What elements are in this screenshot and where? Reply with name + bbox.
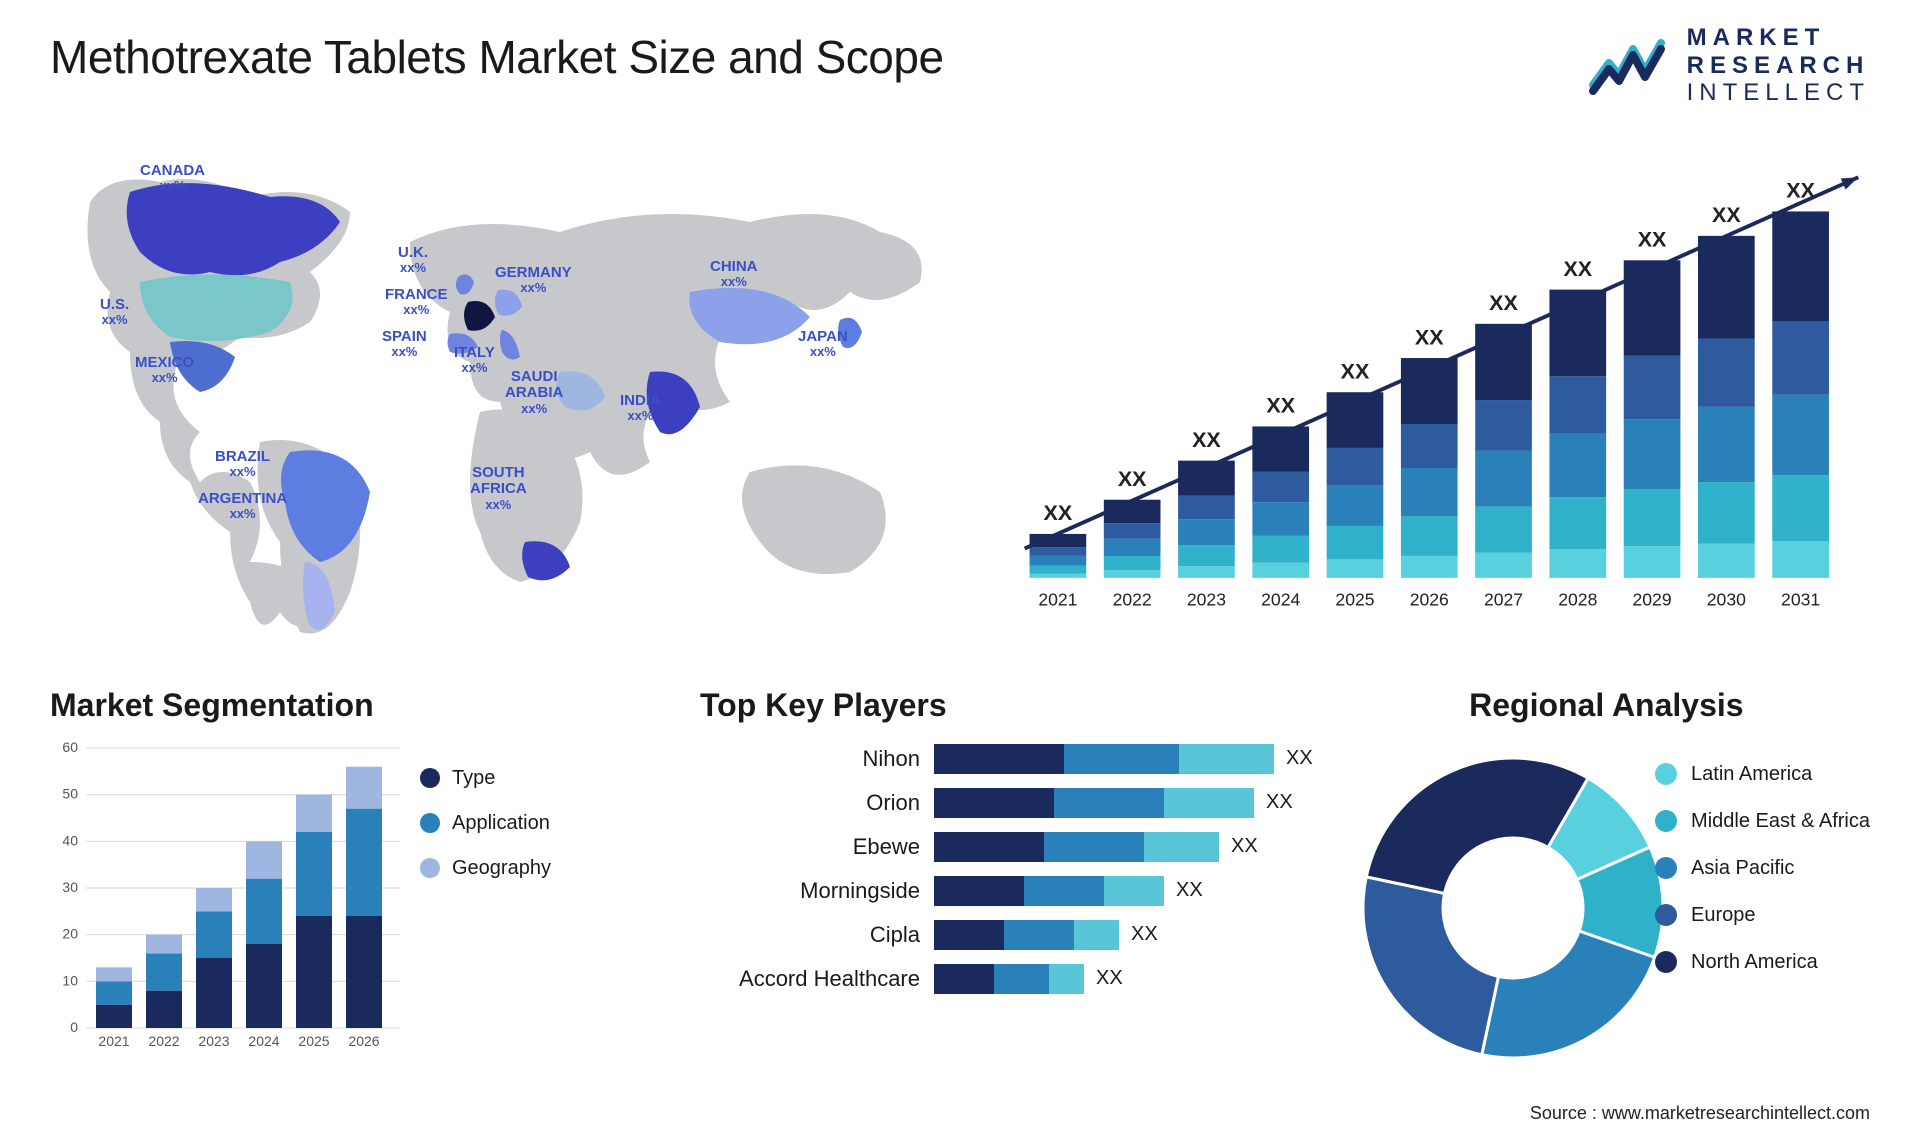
map-label: INDIAxx%	[620, 393, 661, 424]
map-label: CHINAxx%	[710, 259, 758, 290]
player-bar	[934, 788, 1254, 818]
player-value: XX	[1096, 967, 1123, 990]
growth-chart: XX 2021 XX 2022 XX 2023 XX 2024 XX 2025 XX 2026 XX 20…	[1010, 137, 1870, 667]
player-bar	[934, 964, 1084, 994]
svg-text:XX: XX	[1415, 325, 1444, 349]
svg-text:2025: 2025	[298, 1033, 329, 1049]
svg-text:2021: 2021	[1038, 589, 1077, 609]
player-value: XX	[1266, 791, 1293, 814]
map-label: SAUDIARABIAxx%	[505, 369, 563, 416]
players-title: Top Key Players	[700, 687, 1313, 724]
legend-item: Latin America	[1655, 763, 1870, 786]
player-name: Orion	[700, 790, 920, 816]
player-row: Accord Healthcare XX	[700, 964, 1313, 994]
logo-mark-icon	[1589, 35, 1673, 95]
svg-text:60: 60	[62, 739, 78, 755]
player-row: Orion XX	[700, 788, 1313, 818]
player-row: Morningside XX	[700, 876, 1313, 906]
player-name: Cipla	[700, 922, 920, 948]
legend-item: Application	[420, 812, 551, 835]
player-row: Ebewe XX	[700, 832, 1313, 862]
player-name: Accord Healthcare	[700, 966, 920, 992]
player-bar	[934, 920, 1119, 950]
svg-text:XX: XX	[1712, 203, 1741, 227]
map-label: ITALYxx%	[454, 345, 495, 376]
svg-text:XX: XX	[1044, 501, 1073, 525]
svg-text:XX: XX	[1563, 257, 1592, 281]
segmentation-title: Market Segmentation	[50, 687, 670, 724]
player-row: Nihon XX	[700, 744, 1313, 774]
svg-text:50: 50	[62, 785, 78, 801]
player-row: Cipla XX	[700, 920, 1313, 950]
svg-text:2031: 2031	[1781, 589, 1820, 609]
logo-text-2: RESEARCH	[1687, 52, 1870, 80]
regional-panel: Regional Analysis Latin America Middle Ea…	[1343, 687, 1870, 1107]
player-value: XX	[1131, 923, 1158, 946]
map-label: BRAZILxx%	[215, 449, 270, 480]
logo-text-3: INTELLECT	[1687, 79, 1870, 107]
svg-text:2025: 2025	[1335, 589, 1374, 609]
svg-text:2023: 2023	[198, 1033, 229, 1049]
svg-text:2030: 2030	[1707, 589, 1746, 609]
player-name: Ebewe	[700, 834, 920, 860]
page-title: Methotrexate Tablets Market Size and Sco…	[50, 30, 944, 84]
svg-text:2024: 2024	[1261, 589, 1300, 609]
svg-text:2029: 2029	[1633, 589, 1672, 609]
svg-text:10: 10	[62, 972, 78, 988]
map-label: U.K.xx%	[398, 245, 428, 276]
player-bar	[934, 744, 1274, 774]
svg-text:2022: 2022	[148, 1033, 179, 1049]
map-label: U.S.xx%	[100, 297, 129, 328]
player-value: XX	[1176, 879, 1203, 902]
map-label: SOUTHAFRICAxx%	[470, 465, 527, 512]
svg-text:2023: 2023	[1187, 589, 1226, 609]
player-value: XX	[1231, 835, 1258, 858]
svg-text:XX: XX	[1192, 428, 1221, 452]
map-label: GERMANYxx%	[495, 265, 572, 296]
svg-text:40: 40	[62, 832, 78, 848]
segmentation-panel: Market Segmentation 0 10 20 30 40 50 60 2021 202…	[50, 687, 670, 1107]
svg-text:XX: XX	[1341, 359, 1370, 383]
map-label: MEXICOxx%	[135, 355, 194, 386]
svg-text:20: 20	[62, 925, 78, 941]
player-bar	[934, 832, 1219, 862]
legend-item: Type	[420, 767, 551, 790]
svg-text:2024: 2024	[248, 1033, 279, 1049]
svg-text:XX: XX	[1266, 394, 1295, 418]
svg-text:0: 0	[70, 1019, 78, 1035]
legend-item: Europe	[1655, 904, 1870, 927]
map-label: ARGENTINAxx%	[198, 491, 287, 522]
logo-text-1: MARKET	[1687, 24, 1870, 52]
svg-text:2028: 2028	[1558, 589, 1597, 609]
legend-item: Geography	[420, 857, 551, 880]
legend-item: North America	[1655, 951, 1870, 974]
map-label: SPAINxx%	[382, 329, 427, 360]
players-panel: Top Key Players NihonXXOrionXXEbeweXXMor…	[700, 687, 1313, 1107]
player-value: XX	[1286, 747, 1313, 770]
player-bar	[934, 876, 1164, 906]
map-label: JAPANxx%	[798, 329, 848, 360]
player-name: Morningside	[700, 878, 920, 904]
regional-title: Regional Analysis	[1343, 687, 1870, 724]
legend-item: Middle East & Africa	[1655, 810, 1870, 833]
svg-text:XX: XX	[1638, 227, 1667, 251]
map-label: CANADAxx%	[140, 163, 205, 194]
brand-logo: MARKET RESEARCH INTELLECT	[1589, 24, 1870, 107]
svg-text:30: 30	[62, 879, 78, 895]
svg-text:2021: 2021	[98, 1033, 129, 1049]
source-text: Source : www.marketresearchintellect.com	[1530, 1103, 1870, 1124]
map-label: FRANCExx%	[385, 287, 448, 318]
svg-text:2026: 2026	[348, 1033, 379, 1049]
svg-text:2026: 2026	[1410, 589, 1449, 609]
legend-item: Asia Pacific	[1655, 857, 1870, 880]
svg-text:2027: 2027	[1484, 589, 1523, 609]
svg-text:2022: 2022	[1113, 589, 1152, 609]
svg-text:XX: XX	[1489, 291, 1518, 315]
svg-text:XX: XX	[1118, 467, 1147, 491]
player-name: Nihon	[700, 746, 920, 772]
world-map: CANADAxx% U.S.xx%MEXICOxx% BRAZILxx% ARGENT…	[50, 137, 970, 667]
